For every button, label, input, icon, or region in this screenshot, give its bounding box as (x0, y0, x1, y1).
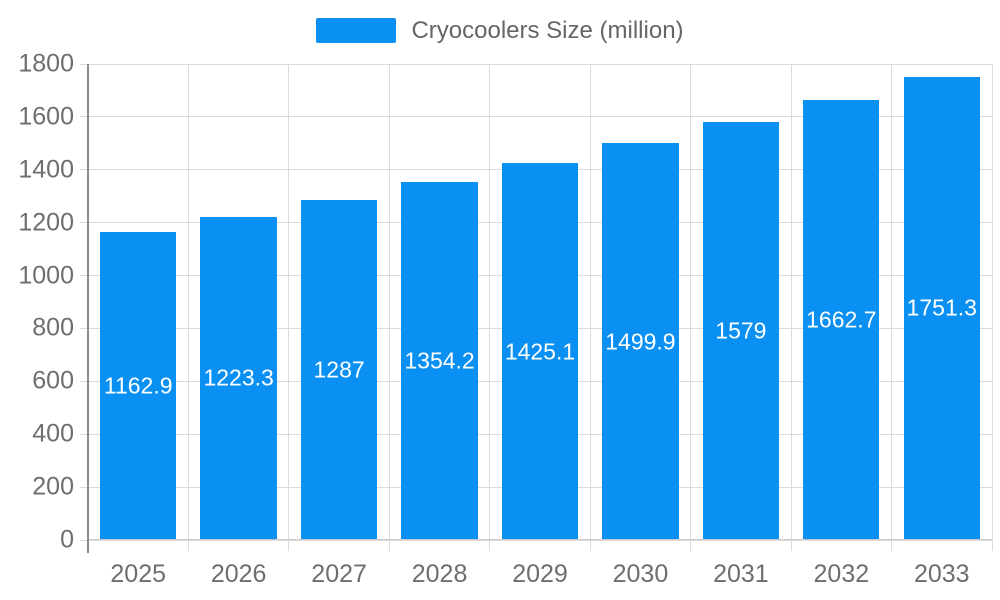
y-axis-tick-label: 1400 (18, 155, 74, 184)
bar-2031: 1579 (702, 122, 780, 540)
bar-2030: 1499.9 (602, 143, 679, 540)
x-axis-tick-label: 2030 (612, 560, 669, 588)
legend-label: Cryocoolers Size (million) (411, 16, 684, 44)
y-axis-tick-label: 400 (32, 419, 74, 448)
bar-2033: 1751.3 (903, 76, 980, 540)
x-axis-tick-label: 2029 (512, 560, 568, 588)
x-gridline (991, 64, 993, 551)
bar-value-label: 1354.2 (404, 347, 475, 374)
bar-value-label: 1751.3 (906, 294, 977, 321)
y-axis-line (87, 64, 89, 553)
y-axis-tick-label: 1200 (18, 208, 74, 237)
y-axis-tick-label: 600 (32, 366, 74, 395)
y-axis-tick-label: 0 (60, 525, 74, 554)
bar-2027: 1287 (300, 199, 378, 540)
y-axis-tick-label: 800 (32, 313, 74, 342)
bar-2032: 1662.7 (803, 100, 880, 540)
x-gridline (690, 64, 692, 551)
x-axis-tick-label: 2025 (110, 560, 167, 588)
x-axis-line (88, 539, 992, 540)
bar-2025: 1162.9 (100, 232, 177, 540)
x-gridline (790, 64, 792, 551)
legend[interactable]: Cryocoolers Size (million) (0, 18, 1000, 43)
bar-value-label: 1425.1 (504, 338, 576, 365)
x-axis-tick-label: 2032 (813, 560, 870, 588)
y-axis-tick-label: 1800 (18, 49, 74, 78)
bar-value-label: 1287 (313, 356, 365, 383)
bar-2026: 1223.3 (200, 216, 277, 540)
bar-value-label: 1162.9 (103, 372, 173, 399)
x-gridline (187, 64, 189, 551)
x-axis-tick-label: 2027 (311, 560, 367, 588)
plot-area: 1162.9 1223.3 1287 1354.2 1425.1 1499.9 1579 16… (18, 51, 993, 587)
y-gridline (80, 116, 992, 118)
x-axis-tick-label: 2031 (713, 560, 769, 588)
y-gridline (80, 63, 992, 65)
bar-value-label: 1662.7 (806, 306, 877, 333)
x-axis-tick-label: 2028 (411, 560, 468, 588)
x-gridline (489, 64, 491, 551)
y-axis-tick-label: 1600 (18, 102, 74, 131)
y-gridline (80, 539, 992, 541)
bar-value-label: 1499.9 (605, 328, 676, 355)
bar-value-label: 1223.3 (203, 364, 274, 391)
bar-2029: 1425.1 (501, 163, 579, 540)
x-gridline (589, 64, 591, 551)
legend-swatch-icon (316, 18, 397, 43)
bar-2028: 1354.2 (401, 181, 478, 540)
x-axis-tick-label: 2033 (913, 560, 970, 588)
x-gridline (388, 64, 390, 551)
bar-value-label: 1579 (715, 317, 767, 344)
x-gridline (891, 64, 893, 551)
x-gridline (288, 64, 290, 551)
y-axis-tick-label: 1000 (18, 261, 74, 290)
x-axis-tick-label: 2026 (210, 560, 267, 588)
y-axis-tick-label: 200 (32, 472, 74, 501)
